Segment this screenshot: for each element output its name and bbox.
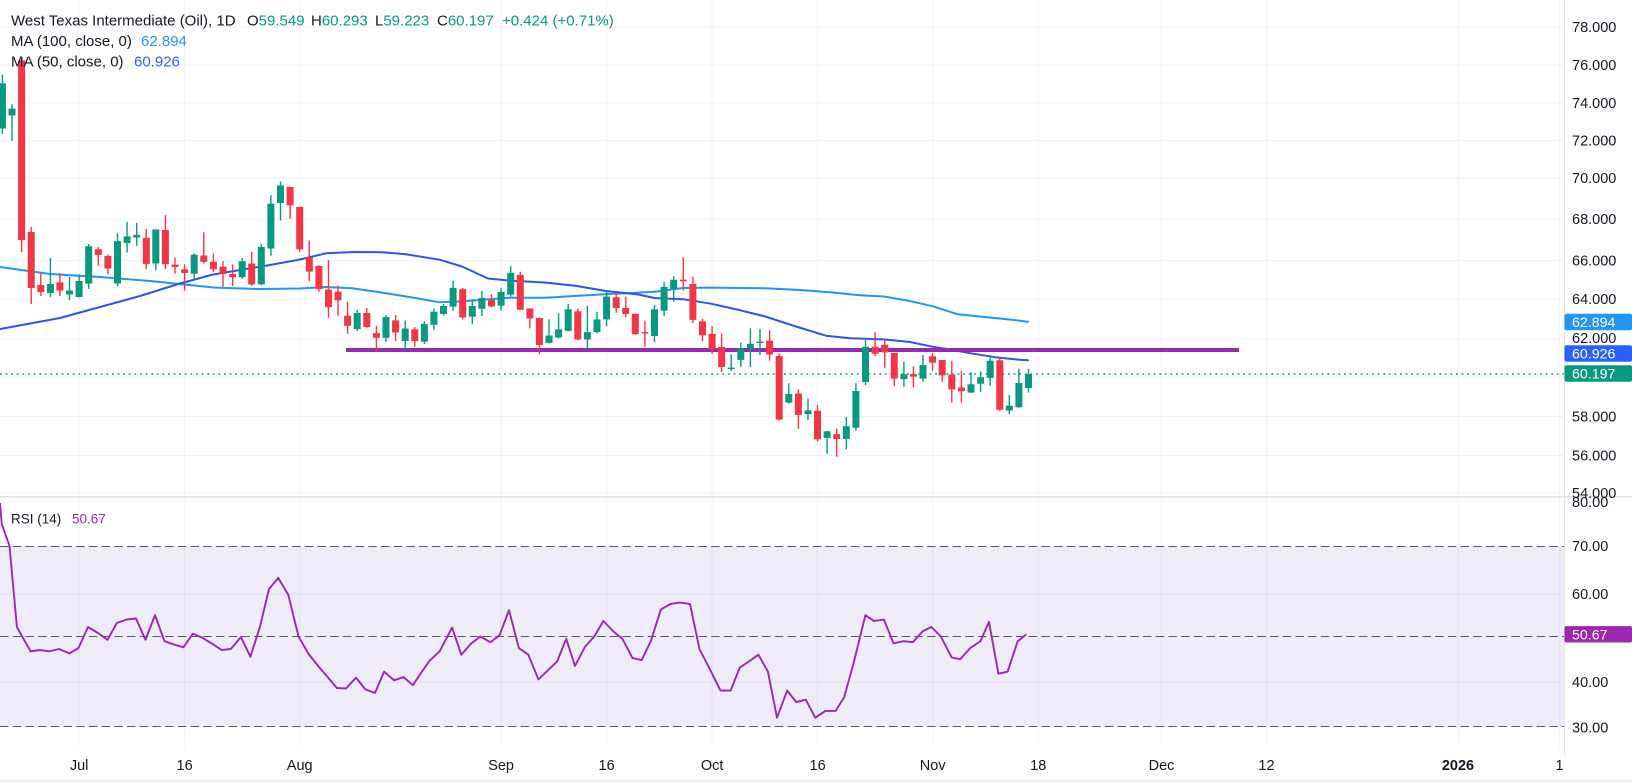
svg-text:16: 16	[599, 758, 615, 774]
svg-text:50.67: 50.67	[1572, 627, 1608, 643]
svg-text:64.000: 64.000	[1572, 292, 1616, 308]
svg-text:70.00: 70.00	[1572, 539, 1608, 555]
svg-text:30.00: 30.00	[1572, 721, 1608, 737]
svg-text:L59.223: L59.223	[375, 13, 429, 30]
svg-text:O59.549: O59.549	[247, 13, 305, 30]
svg-text:1: 1	[1555, 758, 1563, 774]
svg-text:60.926: 60.926	[1572, 347, 1616, 363]
svg-text:2026: 2026	[1442, 758, 1474, 774]
svg-text:66.000: 66.000	[1572, 254, 1616, 270]
svg-text:50.67: 50.67	[72, 512, 106, 527]
svg-text:MA (50, close, 0): MA (50, close, 0)	[11, 54, 124, 71]
svg-text:Dec: Dec	[1149, 758, 1175, 774]
svg-text:58.000: 58.000	[1572, 410, 1616, 426]
svg-text:12: 12	[1258, 758, 1274, 774]
svg-text:68.000: 68.000	[1572, 212, 1616, 228]
svg-text:16: 16	[810, 758, 826, 774]
svg-text:40.00: 40.00	[1572, 675, 1608, 691]
svg-text:West Texas Intermediate (Oil),: West Texas Intermediate (Oil), 1D	[11, 13, 236, 30]
svg-text:60.00: 60.00	[1572, 587, 1608, 603]
svg-text:80.00: 80.00	[1572, 495, 1608, 511]
svg-text:Nov: Nov	[920, 758, 947, 774]
svg-text:62.000: 62.000	[1572, 331, 1616, 347]
svg-text:Oct: Oct	[701, 758, 724, 774]
svg-text:RSI (14): RSI (14)	[11, 512, 61, 527]
svg-text:18: 18	[1030, 758, 1046, 774]
svg-text:76.000: 76.000	[1572, 58, 1616, 74]
svg-text:H60.293: H60.293	[311, 13, 368, 30]
svg-text:Aug: Aug	[287, 758, 313, 774]
svg-text:Sep: Sep	[488, 758, 514, 774]
svg-text:62.894: 62.894	[1572, 315, 1616, 331]
svg-text:54.000: 54.000	[1572, 486, 1616, 502]
svg-text:56.000: 56.000	[1572, 449, 1616, 465]
svg-text:+0.424 (+0.71%): +0.424 (+0.71%)	[502, 13, 614, 30]
svg-text:60.197: 60.197	[1572, 367, 1616, 383]
svg-text:78.000: 78.000	[1572, 20, 1616, 36]
svg-text:Jul: Jul	[70, 758, 89, 774]
svg-text:MA (100, close, 0): MA (100, close, 0)	[11, 33, 132, 50]
svg-text:74.000: 74.000	[1572, 96, 1616, 112]
svg-text:16: 16	[177, 758, 193, 774]
svg-text:62.894: 62.894	[141, 33, 187, 50]
svg-text:70.000: 70.000	[1572, 171, 1616, 187]
svg-text:C60.197: C60.197	[437, 13, 494, 30]
svg-text:72.000: 72.000	[1572, 134, 1616, 150]
svg-text:60.926: 60.926	[134, 54, 180, 71]
